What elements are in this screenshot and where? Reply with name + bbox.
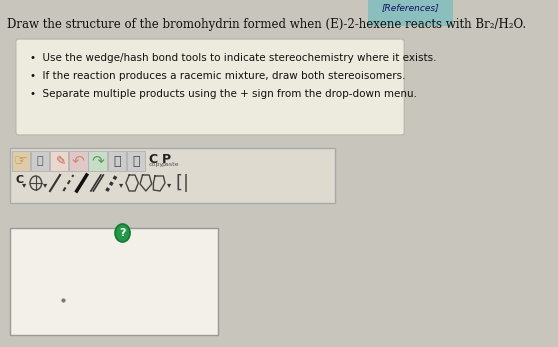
Text: •  Separate multiple products using the + sign from the drop-down menu.: • Separate multiple products using the +…	[30, 89, 417, 99]
Bar	[50, 151, 68, 171]
Text: ✏: ✏	[51, 153, 68, 169]
Text: [: [	[175, 174, 182, 192]
Bar	[88, 151, 107, 171]
Text: ▾: ▾	[42, 180, 47, 189]
Text: 🔒: 🔒	[37, 156, 44, 166]
Text: ☞: ☞	[14, 153, 28, 169]
Text: •  If the reaction produces a racemic mixture, draw both stereoisomers.: • If the reaction produces a racemic mix…	[30, 71, 406, 81]
Text: 🔎: 🔎	[132, 154, 140, 168]
Text: ▾: ▾	[119, 180, 123, 189]
Text: 🔍: 🔍	[113, 154, 121, 168]
Text: C: C	[15, 175, 23, 185]
Bar	[10, 148, 335, 203]
Text: ↶: ↶	[72, 153, 85, 169]
Bar	[31, 151, 49, 171]
Text: ▾: ▾	[167, 180, 171, 189]
Bar	[108, 151, 126, 171]
Text: ▾: ▾	[22, 180, 26, 189]
Bar	[127, 151, 145, 171]
Bar	[12, 151, 30, 171]
Bar	[69, 151, 88, 171]
Text: C: C	[148, 153, 157, 166]
FancyBboxPatch shape	[16, 39, 405, 135]
Text: ↷: ↷	[91, 153, 104, 169]
Text: •  Use the wedge/hash bond tools to indicate stereochemistry where it exists.: • Use the wedge/hash bond tools to indic…	[30, 53, 436, 63]
Text: ?: ?	[119, 228, 126, 238]
Text: P: P	[162, 153, 171, 166]
Bar	[10, 228, 218, 335]
Text: [References]: [References]	[382, 3, 439, 12]
Text: copy: copy	[148, 162, 163, 167]
Text: |: |	[182, 174, 189, 192]
Text: paste: paste	[162, 162, 179, 167]
Text: Draw the structure of the bromohydrin formed when (E)-2-hexene reacts with Br₂/H: Draw the structure of the bromohydrin fo…	[7, 18, 526, 31]
Circle shape	[115, 224, 130, 242]
